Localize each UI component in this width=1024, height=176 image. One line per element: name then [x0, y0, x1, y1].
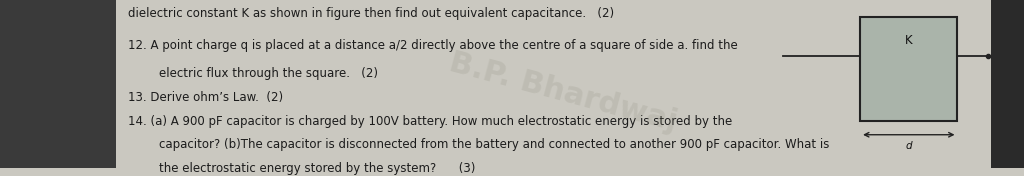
Text: K: K — [905, 34, 912, 47]
Text: dielectric constant K as shown in figure then find out equivalent capacitance.  : dielectric constant K as shown in figure… — [128, 7, 614, 20]
Bar — [0, 0, 116, 168]
Text: d: d — [905, 142, 912, 152]
Text: electric flux through the square.   (2): electric flux through the square. (2) — [159, 67, 378, 80]
Text: B.P. Bhardwaj: B.P. Bhardwaj — [446, 48, 680, 137]
Text: 14. (a) A 900 pF capacitor is charged by 100V battery. How much electrostatic en: 14. (a) A 900 pF capacitor is charged by… — [128, 115, 732, 128]
Text: the electrostatic energy stored by the system?      (3): the electrostatic energy stored by the s… — [159, 162, 475, 175]
Text: 12. A point charge q is placed at a distance a/2 directly above the centre of a : 12. A point charge q is placed at a dist… — [128, 39, 737, 52]
Bar — [991, 0, 1024, 168]
Bar — [860, 17, 957, 121]
Text: 13. Derive ohm’s Law.  (2): 13. Derive ohm’s Law. (2) — [128, 91, 283, 104]
Text: capacitor? (b)The capacitor is disconnected from the battery and connected to an: capacitor? (b)The capacitor is disconnec… — [159, 138, 829, 151]
